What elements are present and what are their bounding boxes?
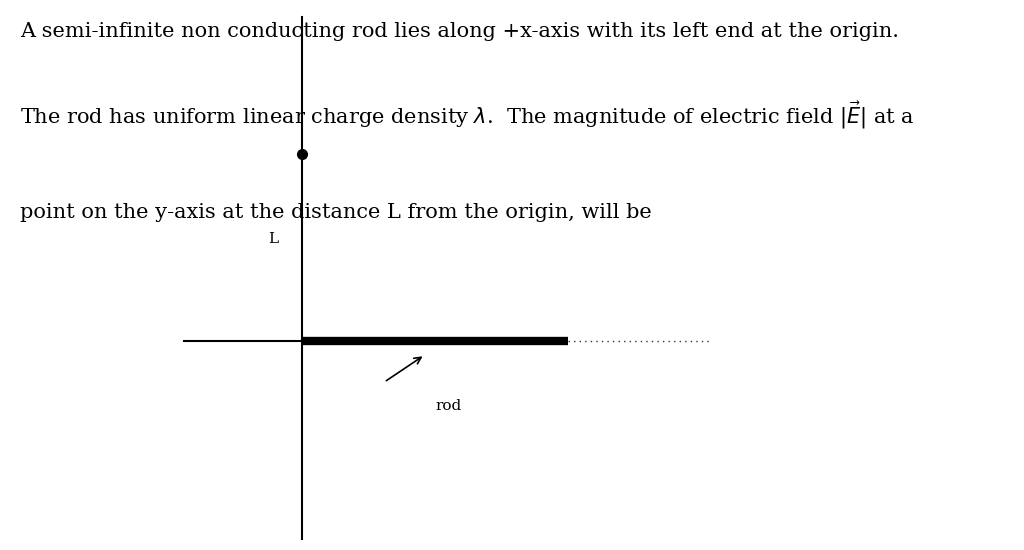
Text: L: L xyxy=(268,232,279,246)
Text: A semi-infinite non conducting rod lies along +x-axis with its left end at the o: A semi-infinite non conducting rod lies … xyxy=(20,22,899,41)
Text: The rod has uniform linear charge density $\lambda$.  The magnitude of electric : The rod has uniform linear charge densit… xyxy=(20,99,914,131)
Text: rod: rod xyxy=(435,399,462,412)
Text: point on the y-axis at the distance L from the origin, will be: point on the y-axis at the distance L fr… xyxy=(20,204,652,223)
